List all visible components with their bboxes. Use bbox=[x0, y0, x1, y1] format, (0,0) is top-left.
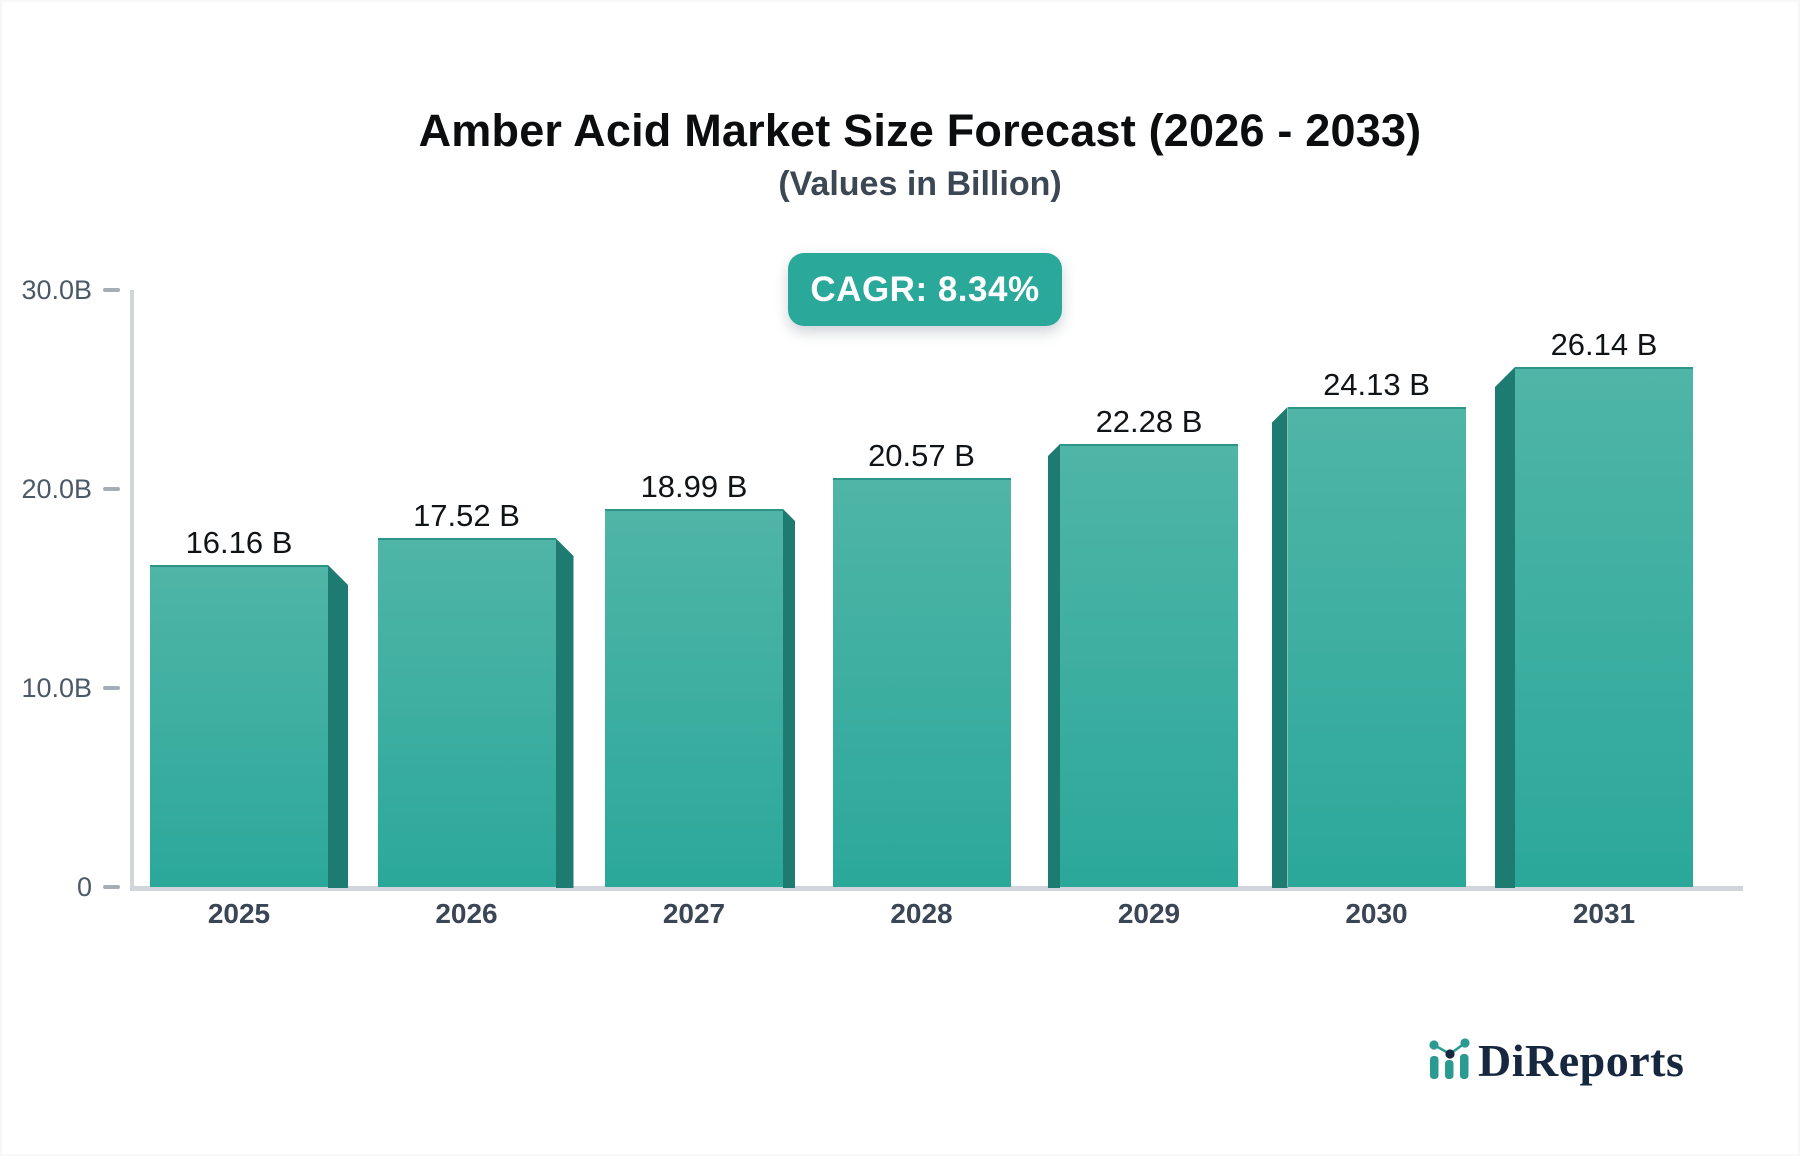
y-axis-tick bbox=[103, 288, 120, 292]
chart-subtitle: (Values in Billion) bbox=[778, 165, 1062, 203]
direports-logo: DiReports bbox=[1428, 1036, 1684, 1086]
cagr-badge: CAGR: 8.34% bbox=[788, 253, 1062, 326]
bar-value-label: 26.14 B bbox=[1550, 327, 1658, 362]
bar-2026 bbox=[377, 538, 556, 887]
bar-value-label: 18.99 B bbox=[640, 469, 748, 504]
bar-side-face bbox=[1048, 444, 1060, 888]
bar-side-face bbox=[555, 538, 574, 888]
y-axis-tick-label: 30.0B bbox=[21, 275, 92, 305]
y-axis-tick-label: 10.0B bbox=[21, 673, 92, 703]
bar-2025 bbox=[150, 565, 328, 887]
y-axis-line bbox=[130, 290, 134, 889]
x-axis-label: 2025 bbox=[207, 898, 271, 929]
bar-2031 bbox=[1515, 367, 1693, 887]
bar-2029 bbox=[1060, 444, 1238, 887]
bar-side-face bbox=[783, 509, 795, 888]
bar-value-label: 24.13 B bbox=[1323, 367, 1430, 402]
y-axis-tick-label: 0 bbox=[76, 872, 92, 902]
x-axis-line bbox=[130, 886, 1743, 891]
x-axis-label: 2030 bbox=[1345, 898, 1408, 929]
x-axis-label: 2028 bbox=[890, 898, 953, 929]
y-axis-tick bbox=[103, 487, 120, 491]
bar-value-label: 16.16 B bbox=[185, 525, 293, 560]
chart-title: Amber Acid Market Size Forecast (2026 - … bbox=[418, 105, 1422, 156]
x-axis-label: 2026 bbox=[435, 898, 498, 929]
bar-2030 bbox=[1287, 407, 1466, 887]
bar-side-face bbox=[1495, 367, 1515, 888]
y-axis-tick bbox=[103, 885, 120, 889]
x-axis-label: 2031 bbox=[1572, 898, 1636, 929]
logo-text: DiReports bbox=[1478, 1035, 1685, 1086]
bar-2027 bbox=[605, 509, 783, 887]
bar-value-label: 22.28 B bbox=[1095, 404, 1203, 439]
bar-value-label: 17.52 B bbox=[413, 498, 520, 533]
bar-side-face bbox=[1271, 407, 1288, 888]
y-axis-tick bbox=[103, 686, 120, 690]
x-axis-label: 2029 bbox=[1117, 898, 1181, 929]
y-axis-tick-label: 20.0B bbox=[21, 474, 92, 504]
bar-value-label: 20.57 B bbox=[868, 438, 975, 473]
bar-side-face bbox=[328, 565, 348, 888]
logo-chart-icon bbox=[1429, 1038, 1470, 1079]
bar-2028 bbox=[832, 478, 1011, 887]
x-axis-label: 2027 bbox=[662, 898, 726, 929]
